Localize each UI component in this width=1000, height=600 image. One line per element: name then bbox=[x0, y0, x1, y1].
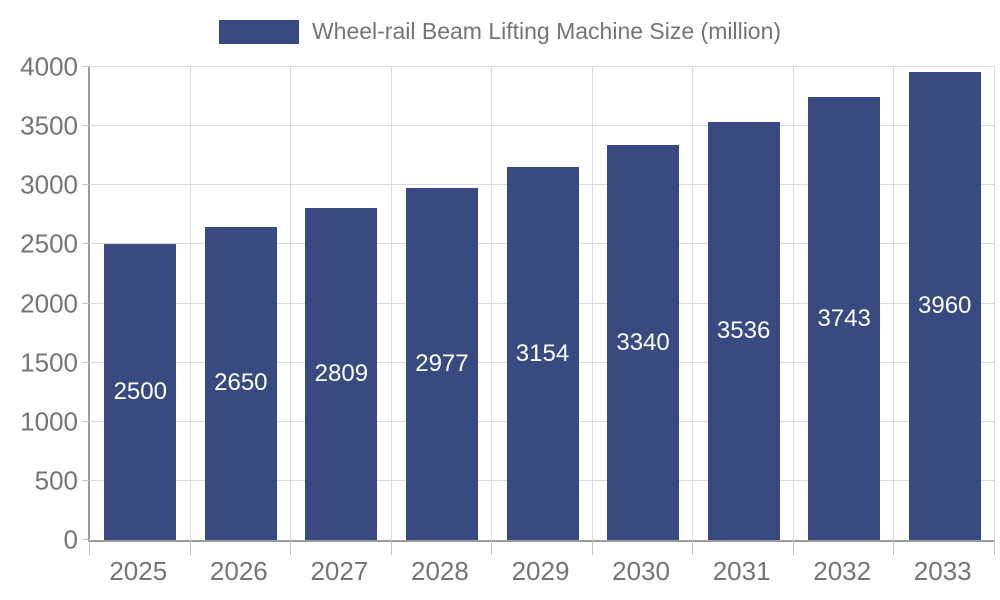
y-axis-tick bbox=[82, 479, 90, 481]
x-axis-tick bbox=[592, 540, 593, 555]
y-axis-tick bbox=[82, 361, 90, 363]
x-axis-tick bbox=[893, 540, 894, 555]
x-axis-tick bbox=[793, 540, 794, 555]
x-axis-tick-label: 2033 bbox=[913, 556, 972, 586]
bar-value-label: 3340 bbox=[616, 328, 670, 356]
x-axis-tick-label: 2032 bbox=[813, 556, 872, 586]
plot-area: 2500 2650 2809 2977 3154 3340 3536 3743 3960 bbox=[82, 66, 995, 555]
bar-value-label: 2500 bbox=[113, 378, 167, 406]
y-axis-tick bbox=[82, 539, 90, 540]
bar-value-label: 2809 bbox=[314, 359, 369, 387]
x-axis-tick bbox=[89, 540, 90, 555]
bar-2029: 3154 bbox=[506, 167, 579, 540]
bar-value-label: 3536 bbox=[716, 316, 771, 344]
gridline-horizontal bbox=[90, 66, 995, 67]
x-axis-tick-label: 2029 bbox=[511, 556, 570, 586]
x-axis-tick-label: 2030 bbox=[612, 556, 670, 586]
gridline-vertical bbox=[592, 67, 593, 540]
legend-label: Wheel-rail Beam Lifting Machine Size (mi… bbox=[311, 18, 782, 44]
gridline-vertical bbox=[793, 67, 794, 540]
y-axis-tick-label: 2500 bbox=[20, 228, 78, 259]
x-axis-tick-label: 2028 bbox=[411, 556, 469, 586]
x-axis-tick bbox=[391, 540, 392, 555]
gridline-vertical bbox=[290, 67, 291, 540]
bar-2033: 3960 bbox=[908, 71, 981, 540]
gridline-vertical bbox=[491, 67, 492, 540]
bar-2026: 2650 bbox=[204, 226, 277, 540]
gridline-vertical bbox=[692, 67, 693, 540]
y-axis-tick-label: 1500 bbox=[20, 347, 78, 378]
bar-2031: 3536 bbox=[707, 121, 780, 540]
y-axis-tick-label: 2000 bbox=[20, 288, 78, 318]
x-axis-tick bbox=[290, 540, 291, 555]
gridline-vertical bbox=[994, 67, 995, 540]
bar-2025: 2500 bbox=[104, 244, 177, 540]
y-axis-tick bbox=[82, 243, 90, 245]
legend: Wheel-rail Beam Lifting Machine Size (mi… bbox=[0, 18, 1000, 45]
y-axis-tick bbox=[82, 420, 90, 422]
bar-2032: 3743 bbox=[808, 97, 881, 540]
y-axis-tick bbox=[82, 66, 90, 67]
x-axis-tick-label: 2026 bbox=[209, 556, 268, 586]
x-axis-tick-label: 2031 bbox=[712, 556, 771, 586]
y-axis-tick-label: 4000 bbox=[20, 51, 78, 82]
y-axis-tick-label: 0 bbox=[63, 524, 78, 555]
bar-value-label: 3743 bbox=[817, 304, 871, 332]
gridline-horizontal bbox=[90, 125, 995, 127]
legend-swatch bbox=[218, 19, 299, 44]
x-axis-tick bbox=[994, 540, 995, 555]
y-axis-tick-label: 1000 bbox=[20, 406, 78, 437]
legend-item[interactable]: Wheel-rail Beam Lifting Machine Size (mi… bbox=[218, 18, 782, 45]
bar-value-label: 2650 bbox=[214, 369, 268, 397]
gridline-vertical bbox=[893, 67, 894, 540]
x-axis-tick bbox=[692, 540, 693, 555]
bar-2028: 2977 bbox=[405, 187, 478, 540]
bar-value-label: 3154 bbox=[515, 339, 570, 367]
gridline-vertical bbox=[391, 67, 392, 540]
x-axis-tick-label: 2027 bbox=[310, 556, 369, 586]
y-axis-tick-label: 500 bbox=[34, 465, 78, 496]
x-axis-tick-label: 2025 bbox=[109, 556, 168, 586]
y-axis-tick-label: 3500 bbox=[20, 110, 78, 141]
bar-value-label: 2977 bbox=[415, 349, 469, 377]
x-axis-tick bbox=[491, 540, 492, 555]
y-axis-tick bbox=[82, 184, 90, 186]
bar-value-label: 3960 bbox=[918, 291, 972, 319]
y-axis-tick-label: 3000 bbox=[20, 169, 78, 200]
y-axis-tick bbox=[82, 302, 90, 304]
bar-2030: 3340 bbox=[607, 145, 680, 540]
y-axis-tick bbox=[82, 125, 90, 127]
x-axis-tick bbox=[190, 540, 191, 555]
gridline-vertical bbox=[190, 67, 191, 540]
bar-2027: 2809 bbox=[305, 207, 378, 540]
